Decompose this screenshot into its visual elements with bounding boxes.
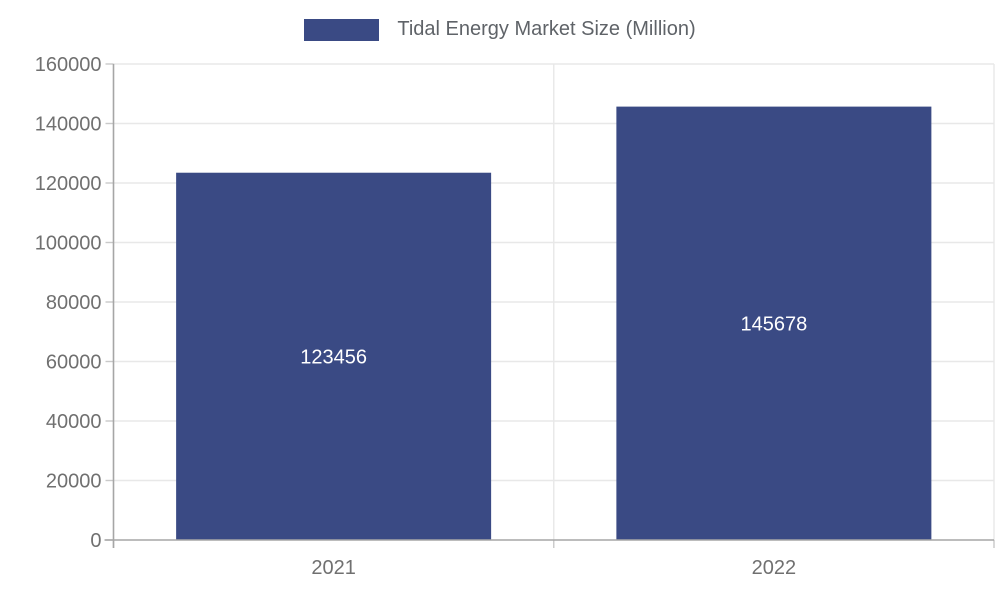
y-tick-label: 20000 <box>46 471 102 493</box>
y-tick-label: 40000 <box>46 411 102 433</box>
bar-value-label: 145678 <box>741 313 808 335</box>
legend-swatch <box>304 18 380 41</box>
y-tick-label: 0 <box>90 530 101 552</box>
y-tick-label: 60000 <box>46 352 102 374</box>
bar-value-label: 123456 <box>300 346 367 368</box>
y-tick-label: 100000 <box>35 233 102 255</box>
y-tick-label: 120000 <box>35 173 102 195</box>
y-tick-label: 140000 <box>35 114 102 136</box>
x-tick-label: 2022 <box>752 557 797 579</box>
chart-legend[interactable]: Tidal Energy Market Size (Million) <box>0 18 1000 41</box>
bar-2022[interactable] <box>616 106 932 541</box>
y-tick-label: 160000 <box>35 54 102 76</box>
y-tick-label: 80000 <box>46 292 102 314</box>
bar-2021[interactable] <box>176 172 492 541</box>
legend-label: Tidal Energy Market Size (Million) <box>397 18 696 40</box>
x-tick-label: 2021 <box>311 557 356 579</box>
